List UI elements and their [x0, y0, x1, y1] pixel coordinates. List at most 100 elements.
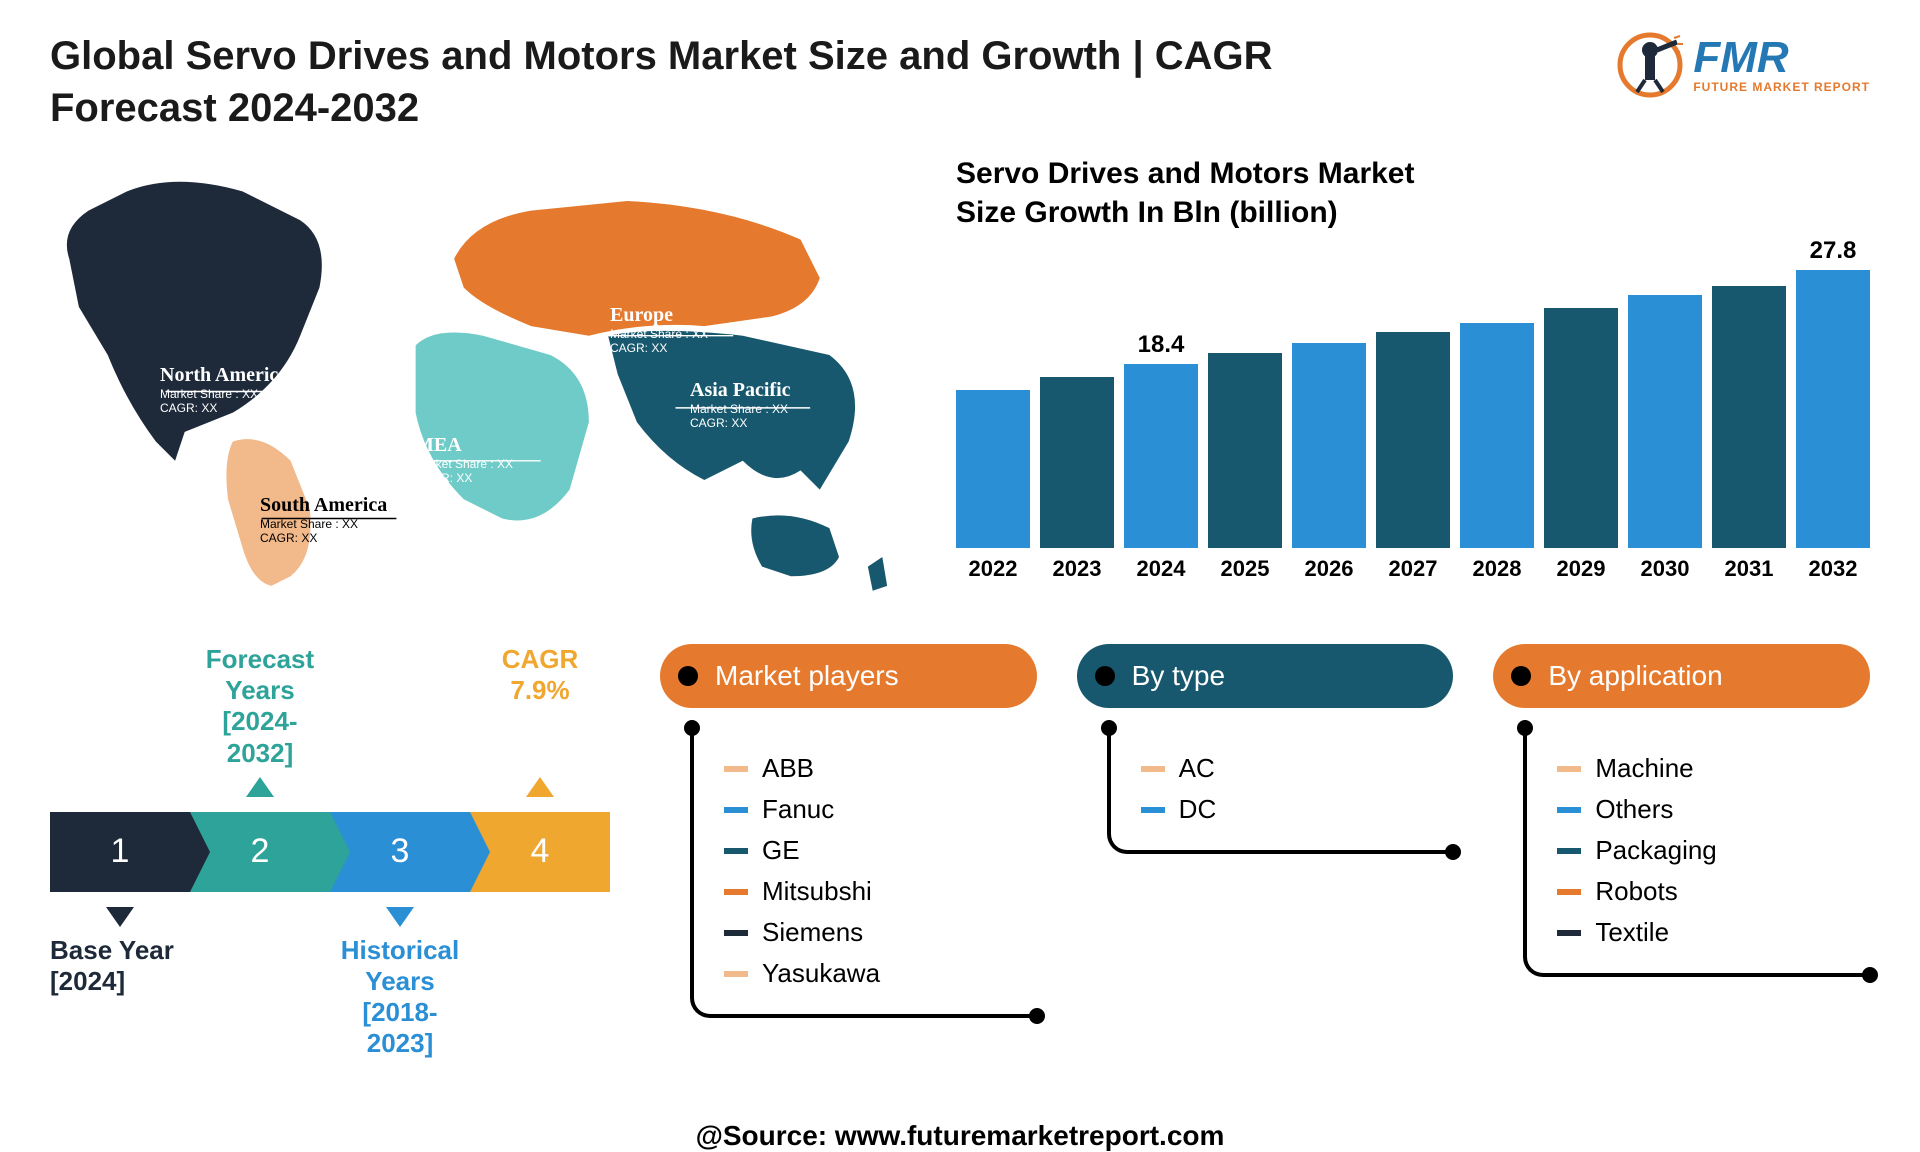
forecast-label: Forecast Years [2024-2032]	[190, 644, 330, 769]
bar-value-label: 27.8	[1810, 237, 1857, 265]
timeline-block-1: 1	[50, 812, 190, 892]
bar-year-label: 2032	[1809, 556, 1858, 582]
dash-icon	[1557, 848, 1581, 854]
bar-2025: 2025	[1208, 353, 1282, 582]
triangle-down-icon	[106, 907, 134, 927]
bar-year-label: 2027	[1389, 556, 1438, 582]
region-australia	[751, 515, 839, 576]
historical-label: Historical Years [2018-2023]	[330, 935, 470, 1060]
list-item: Yasukawa	[724, 958, 1037, 989]
bar-2022: 2022	[956, 390, 1030, 582]
bar-2029: 2029	[1544, 308, 1618, 582]
list-item: Mitsubshi	[724, 876, 1037, 907]
dash-icon	[724, 930, 748, 936]
chart-title: Servo Drives and Motors Market Size Grow…	[956, 154, 1456, 232]
dash-icon	[1557, 889, 1581, 895]
pill-items: AC DC	[1107, 728, 1454, 854]
list-item: Textile	[1557, 917, 1870, 948]
pill-column-1: By type AC DC	[1077, 644, 1454, 1060]
dash-icon	[724, 971, 748, 977]
timeline-block-2: 2	[190, 812, 330, 892]
bar-year-label: 2029	[1557, 556, 1606, 582]
list-item: Siemens	[724, 917, 1037, 948]
list-item: Others	[1557, 794, 1870, 825]
dash-icon	[724, 889, 748, 895]
dash-icon	[1557, 766, 1581, 772]
region-label-north_america: North AmericaMarket Share : XXCAGR: XX	[160, 364, 288, 415]
list-item: AC	[1141, 753, 1454, 784]
growth-chart: Servo Drives and Motors Market Size Grow…	[956, 154, 1870, 604]
source-attribution: @Source: www.futuremarketreport.com	[50, 1120, 1870, 1152]
dash-icon	[1141, 807, 1165, 813]
bar-2026: 2026	[1292, 343, 1366, 582]
timeline-block-3: 3	[330, 812, 470, 892]
bar-year-label: 2024	[1137, 556, 1186, 582]
pill-header: Market players	[660, 644, 1037, 708]
bar-rect	[1796, 270, 1870, 548]
list-item: DC	[1141, 794, 1454, 825]
bar-rect	[1124, 364, 1198, 548]
cagr-label: CAGR 7.9%	[470, 644, 610, 769]
bar-rect	[1040, 377, 1114, 548]
region-north-america	[67, 182, 322, 461]
bar-value-label: 18.4	[1138, 331, 1185, 359]
timeline: - Forecast Years [2024-2032] - CAGR 7.9%…	[50, 644, 610, 1060]
bar-year-label: 2031	[1725, 556, 1774, 582]
pill-items: ABB Fanuc GE Mitsubshi Siemens Yasukawa	[690, 728, 1037, 1018]
region-label-europe: EuropeMarket Share : XXCAGR: XX	[610, 304, 708, 355]
list-item: Robots	[1557, 876, 1870, 907]
dash-icon	[1557, 807, 1581, 813]
bar-year-label: 2023	[1053, 556, 1102, 582]
list-item: Machine	[1557, 753, 1870, 784]
bar-year-label: 2026	[1305, 556, 1354, 582]
bar-year-label: 2030	[1641, 556, 1690, 582]
list-item: ABB	[724, 753, 1037, 784]
region-nz	[868, 557, 887, 591]
fmr-logo: FMR FUTURE MARKET REPORT	[1615, 30, 1870, 100]
bar-year-label: 2025	[1221, 556, 1270, 582]
bar-rect	[1292, 343, 1366, 548]
bar-year-label: 2022	[969, 556, 1018, 582]
bar-2031: 2031	[1712, 286, 1786, 582]
header: Global Servo Drives and Motors Market Si…	[50, 30, 1870, 134]
triangle-down-icon	[386, 907, 414, 927]
list-item: Fanuc	[724, 794, 1037, 825]
timeline-block-4: 4	[470, 812, 610, 892]
region-label-asia_pacific: Asia PacificMarket Share : XXCAGR: XX	[690, 379, 791, 430]
region-label-mea: MEAMarket Share : XXCAGR: XX	[415, 434, 513, 485]
base-year-label: Base Year [2024]	[50, 935, 190, 1060]
list-item: Packaging	[1557, 835, 1870, 866]
page-title: Global Servo Drives and Motors Market Si…	[50, 30, 1450, 134]
pill-header: By application	[1493, 644, 1870, 708]
world-map: North AmericaMarket Share : XXCAGR: XXSo…	[50, 154, 916, 604]
logo-text: FMR	[1693, 36, 1870, 80]
bar-chart-area: 2022 2023 18.4 2024 2025 2026 2027 2028 2029 2030…	[956, 242, 1870, 582]
bar-rect	[1628, 295, 1702, 548]
dash-icon	[1141, 766, 1165, 772]
pill-header: By type	[1077, 644, 1454, 708]
bar-2024: 18.4 2024	[1124, 331, 1198, 582]
bar-year-label: 2028	[1473, 556, 1522, 582]
bar-2032: 27.8 2032	[1796, 237, 1870, 582]
dash-icon	[1557, 930, 1581, 936]
triangle-up-icon	[526, 777, 554, 797]
region-mea	[416, 332, 589, 520]
dash-icon	[724, 807, 748, 813]
bar-rect	[1712, 286, 1786, 548]
bar-2027: 2027	[1376, 332, 1450, 582]
pill-column-2: By application Machine Others Packaging Robo…	[1493, 644, 1870, 1060]
bar-rect	[956, 390, 1030, 548]
category-pills: Market players ABB Fanuc GE Mitsubshi Siemens…	[660, 644, 1870, 1060]
logo-subtitle: FUTURE MARKET REPORT	[1693, 80, 1870, 94]
bar-rect	[1376, 332, 1450, 548]
triangle-up-icon	[246, 777, 274, 797]
dash-icon	[724, 848, 748, 854]
dash-icon	[724, 766, 748, 772]
list-item: GE	[724, 835, 1037, 866]
bar-2023: 2023	[1040, 377, 1114, 582]
bar-2028: 2028	[1460, 323, 1534, 582]
bar-2030: 2030	[1628, 295, 1702, 582]
timeline-blocks: 1234	[50, 812, 610, 892]
bar-rect	[1208, 353, 1282, 548]
bar-rect	[1460, 323, 1534, 548]
